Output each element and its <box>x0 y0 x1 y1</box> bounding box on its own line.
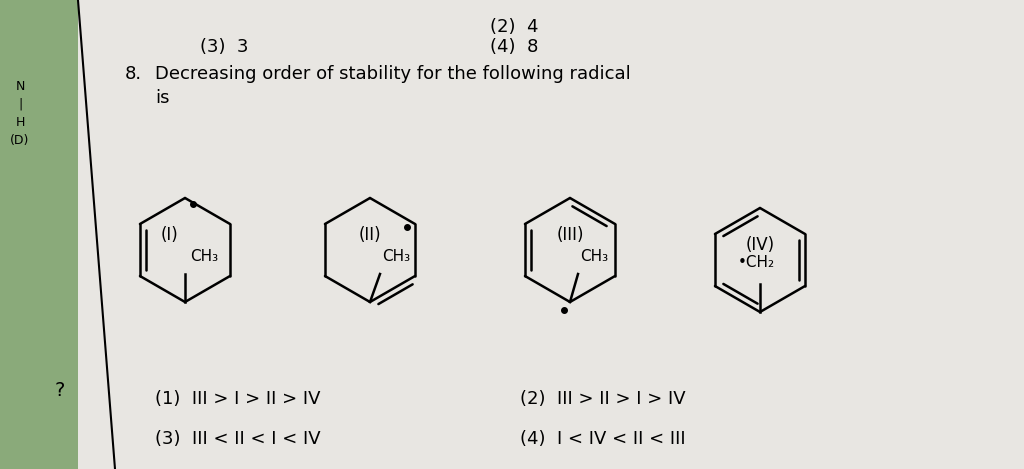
Text: N
|
H
(D): N | H (D) <box>10 80 30 147</box>
Text: Decreasing order of stability for the following radical
is: Decreasing order of stability for the fo… <box>155 65 631 106</box>
Text: ?: ? <box>55 380 66 400</box>
Text: (4)  8: (4) 8 <box>490 38 539 56</box>
Text: 8.: 8. <box>125 65 142 83</box>
Text: (2)  III > II > I > IV: (2) III > II > I > IV <box>520 390 686 408</box>
Text: •CH₂: •CH₂ <box>738 255 775 270</box>
FancyBboxPatch shape <box>78 0 1024 469</box>
Text: (I): (I) <box>161 226 179 244</box>
Text: (3)  3: (3) 3 <box>200 38 249 56</box>
Text: (2)  4: (2) 4 <box>490 18 539 36</box>
Text: (II): (II) <box>358 226 381 244</box>
FancyBboxPatch shape <box>0 0 78 469</box>
Text: (III): (III) <box>556 226 584 244</box>
Text: CH₃: CH₃ <box>382 249 411 264</box>
Text: (1)  III > I > II > IV: (1) III > I > II > IV <box>155 390 321 408</box>
Text: (IV): (IV) <box>745 236 774 254</box>
Text: CH₃: CH₃ <box>190 249 218 264</box>
Text: (4)  I < IV < II < III: (4) I < IV < II < III <box>520 430 686 448</box>
Text: (3)  III < II < I < IV: (3) III < II < I < IV <box>155 430 321 448</box>
Text: CH₃: CH₃ <box>580 249 608 264</box>
